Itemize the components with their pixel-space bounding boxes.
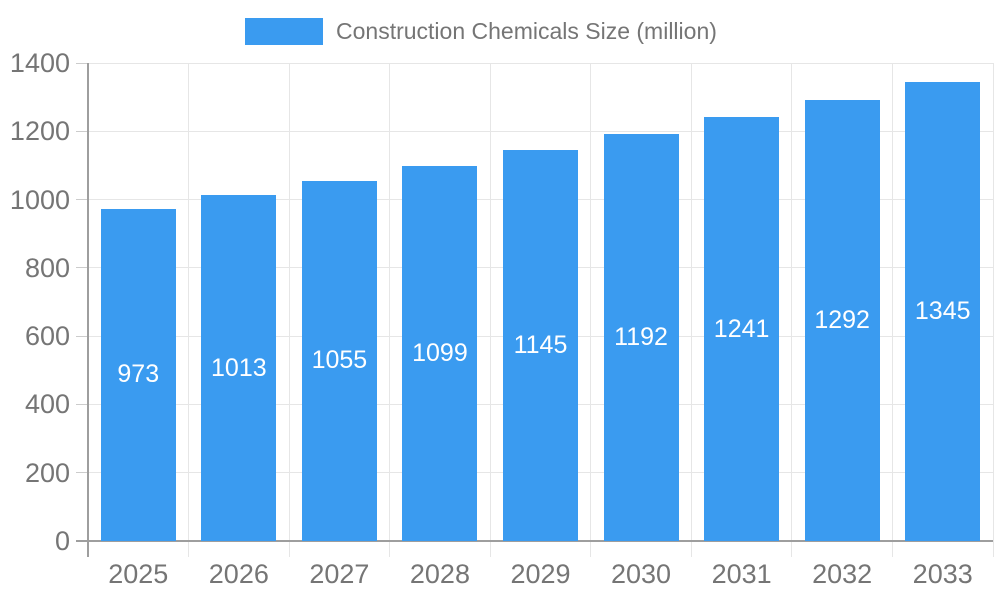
y-axis-label: 1000 bbox=[9, 184, 70, 215]
y-axis-label: 400 bbox=[24, 389, 70, 420]
y-axis-label: 800 bbox=[24, 252, 70, 283]
y-axis-tick bbox=[76, 199, 88, 201]
y-axis-tick bbox=[76, 472, 88, 474]
gridline-vertical bbox=[389, 63, 391, 557]
gridline-vertical bbox=[690, 63, 692, 557]
legend-swatch bbox=[245, 18, 323, 45]
bar[interactable]: 1292 bbox=[804, 99, 880, 541]
gridline-horizontal bbox=[88, 130, 993, 132]
x-axis-label: 2032 bbox=[812, 559, 873, 589]
y-axis-label: 1200 bbox=[9, 116, 70, 147]
y-axis-tick bbox=[76, 335, 88, 337]
bar-value-label: 973 bbox=[117, 360, 160, 389]
bar-value-label: 1345 bbox=[914, 296, 971, 325]
gridline-vertical bbox=[791, 63, 793, 557]
bar[interactable]: 1055 bbox=[301, 180, 377, 541]
legend-label: Construction Chemicals Size (million) bbox=[336, 18, 717, 44]
x-axis-label: 2033 bbox=[912, 559, 973, 589]
y-axis-tick bbox=[76, 62, 88, 64]
y-axis-label: 600 bbox=[24, 321, 70, 352]
y-axis-tick bbox=[76, 267, 88, 269]
x-axis-label: 2025 bbox=[108, 559, 169, 589]
x-axis-label: 2026 bbox=[208, 559, 269, 589]
x-axis-label: 2030 bbox=[611, 559, 672, 589]
bar[interactable]: 973 bbox=[100, 208, 176, 541]
gridline-vertical bbox=[288, 63, 290, 557]
gridline-vertical bbox=[992, 63, 994, 557]
x-axis-label: 2031 bbox=[711, 559, 772, 589]
gridline-vertical bbox=[188, 63, 190, 557]
x-axis-label: 2028 bbox=[409, 559, 470, 589]
gridline-horizontal bbox=[88, 62, 993, 64]
x-axis-label: 2027 bbox=[309, 559, 370, 589]
gridline-vertical bbox=[489, 63, 491, 557]
bar-value-label: 1013 bbox=[211, 353, 267, 382]
x-axis-label: 2029 bbox=[510, 559, 571, 589]
bar-value-label: 1241 bbox=[713, 314, 770, 343]
bar[interactable]: 1145 bbox=[503, 150, 578, 541]
bar[interactable]: 1099 bbox=[402, 165, 478, 541]
bar-value-label: 1099 bbox=[412, 338, 468, 367]
x-axis-line bbox=[76, 540, 993, 542]
bar[interactable]: 1013 bbox=[201, 195, 277, 541]
y-axis-tick bbox=[76, 403, 88, 405]
y-axis-tick bbox=[76, 130, 88, 132]
gridline-vertical bbox=[891, 63, 893, 557]
bar[interactable]: 1345 bbox=[905, 81, 981, 541]
bar[interactable]: 1192 bbox=[603, 134, 679, 541]
bar-value-label: 1292 bbox=[814, 305, 870, 334]
bar[interactable]: 1241 bbox=[704, 117, 780, 541]
gridline-vertical bbox=[590, 63, 592, 557]
y-axis-label: 200 bbox=[24, 457, 70, 488]
y-axis-line bbox=[87, 63, 89, 557]
bar-value-label: 1192 bbox=[614, 323, 668, 351]
bar-value-label: 1055 bbox=[311, 346, 368, 375]
y-axis-label: 1400 bbox=[9, 48, 70, 78]
y-axis-label: 0 bbox=[54, 526, 70, 556]
bar-value-label: 1145 bbox=[513, 331, 568, 360]
legend[interactable]: Construction Chemicals Size (million) bbox=[245, 18, 717, 45]
